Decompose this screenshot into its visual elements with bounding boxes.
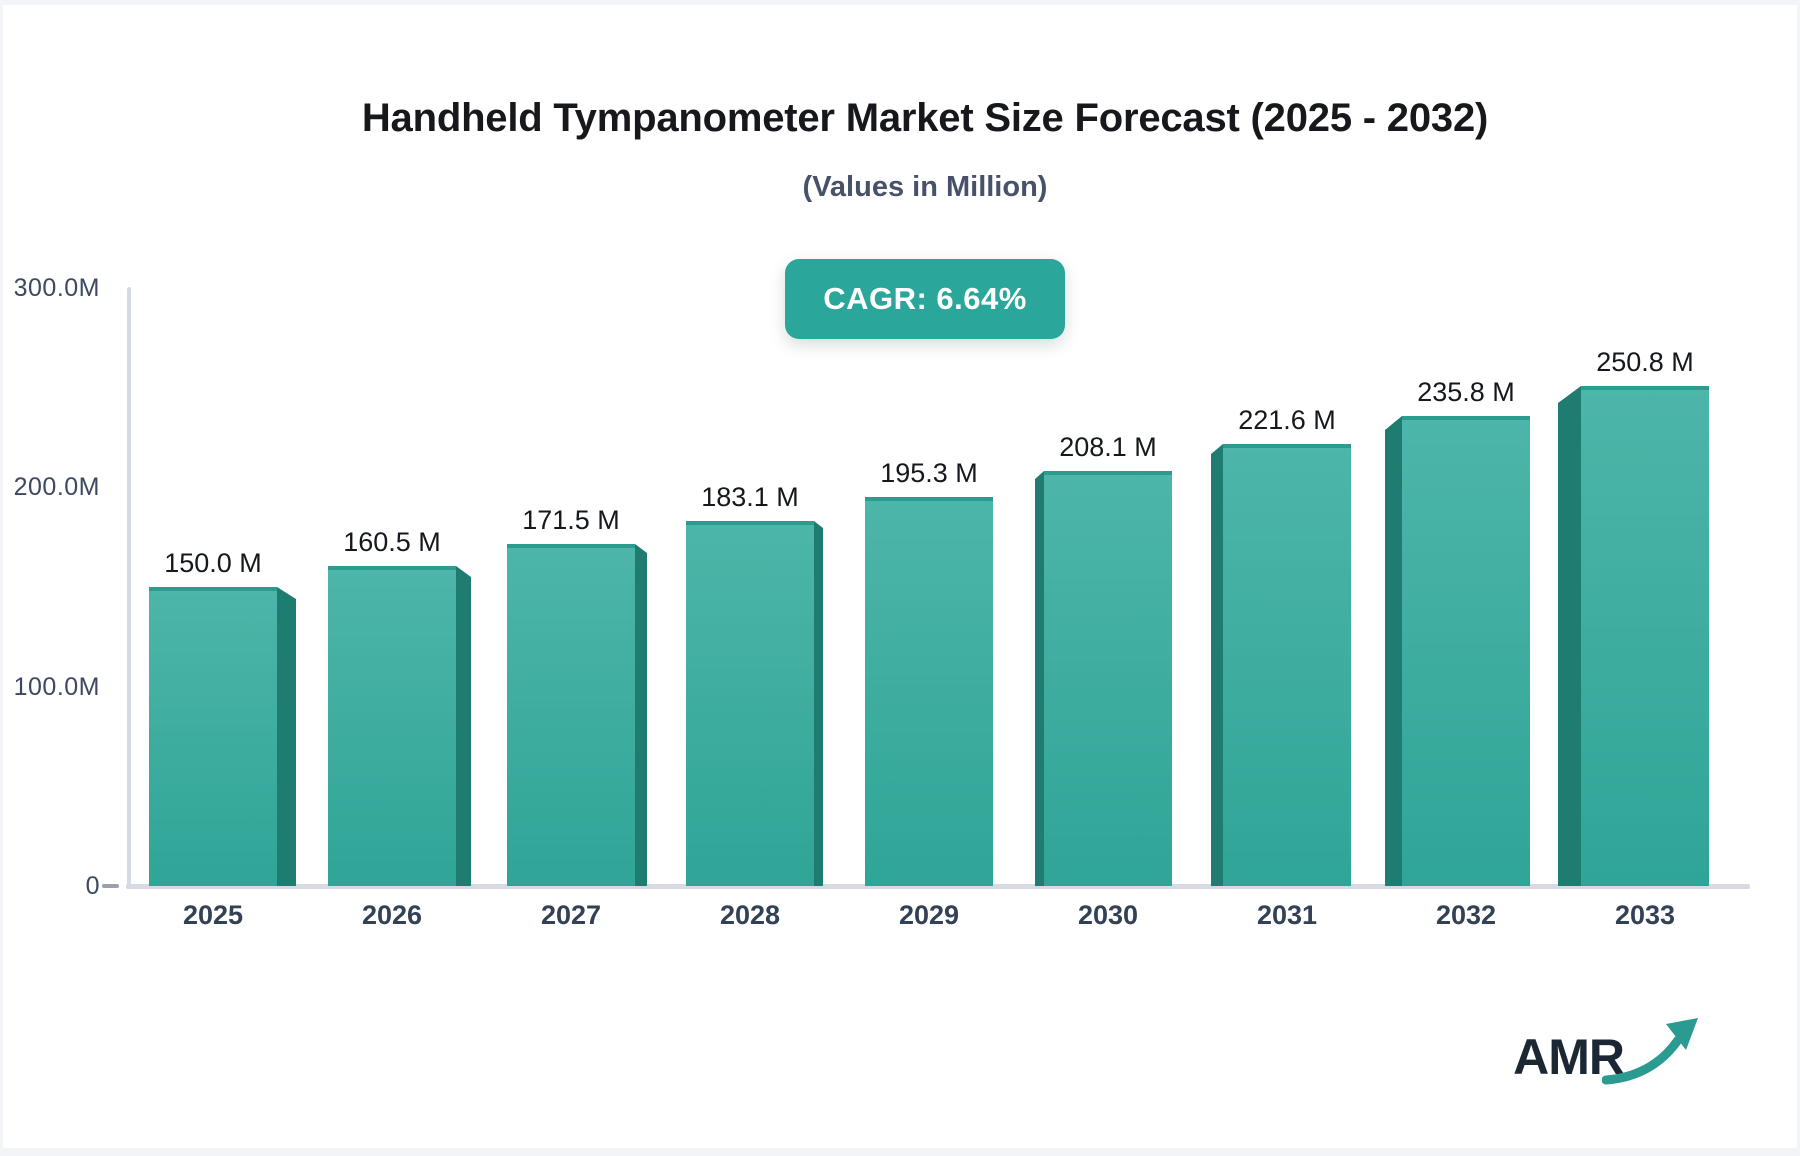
x-tick-label-2026: 2026 [361,900,423,930]
bar-2028 [686,521,823,886]
y-tick-label-300.0M: 300.0M [13,274,100,302]
bar-value-label-2033: 250.8 M [1596,347,1694,377]
bar-3d-side-2032 [1385,416,1402,886]
bar-face-2027 [507,544,635,886]
bar-3d-side-2031 [1211,444,1223,886]
bar-face-2029 [865,497,993,886]
bar-value-label-2032: 235.8 M [1417,377,1515,407]
bar-value-label-2026: 160.5 M [343,527,441,557]
bar-2030 [1035,471,1172,886]
bar-face-2033 [1581,386,1709,886]
x-tick-label-2025: 2025 [182,900,244,930]
bar-2033 [1558,386,1709,886]
bar-value-label-2030: 208.1 M [1059,432,1157,462]
cagr-badge-wrap: CAGR: 6.64% [50,259,1800,339]
x-tick-label-2032: 2032 [1435,900,1497,930]
zero-tick-dash [102,884,119,888]
x-tick-label-2031: 2031 [1256,900,1318,930]
bar-face-2031 [1223,444,1351,886]
x-tick-label-2033: 2033 [1614,900,1676,930]
y-tick-label-100.0M: 100.0M [13,672,100,701]
y-axis-line [127,287,131,888]
bar-2027 [507,544,647,886]
trend-up-arrow-icon [1602,1018,1698,1085]
bar-2025 [149,587,296,886]
y-tick-label-0: 0 [85,872,100,900]
bar-3d-side-2025 [277,587,296,886]
bar-value-label-2025: 150.0 M [164,548,262,578]
bar-value-label-2028: 183.1 M [701,482,799,512]
bar-2031 [1211,444,1351,886]
bar-2026 [328,566,471,886]
y-tick-label-200.0M: 200.0M [13,473,100,502]
x-tick-label-2030: 2030 [1077,900,1139,930]
bar-face-2028 [686,521,814,886]
x-tick-label-2028: 2028 [719,900,781,930]
bar-2029 [865,497,993,886]
bar-value-label-2031: 221.6 M [1238,405,1336,435]
bar-face-2026 [328,566,456,886]
x-tick-label-2027: 2027 [540,900,602,930]
cagr-badge: CAGR: 6.64% [785,259,1065,339]
chart-title: Handheld Tympanometer Market Size Foreca… [361,96,1489,140]
bar-3d-side-2026 [456,566,471,886]
bar-3d-side-2027 [635,544,647,886]
x-tick-label-2029: 2029 [898,900,960,930]
amr-logo: AMR [1513,1018,1704,1088]
bar-2032 [1385,416,1530,886]
bar-face-2030 [1044,471,1172,886]
bar-face-2032 [1402,416,1530,886]
bar-face-2025 [149,587,277,886]
x-axis-line [126,884,1750,889]
bar-3d-side-2033 [1558,386,1581,886]
chart-subtitle: (Values in Million) [802,171,1048,203]
bar-3d-side-2028 [814,521,823,886]
bar-value-label-2029: 195.3 M [880,458,978,488]
bar-value-label-2027: 171.5 M [522,505,620,535]
bar-3d-side-2030 [1035,471,1044,886]
